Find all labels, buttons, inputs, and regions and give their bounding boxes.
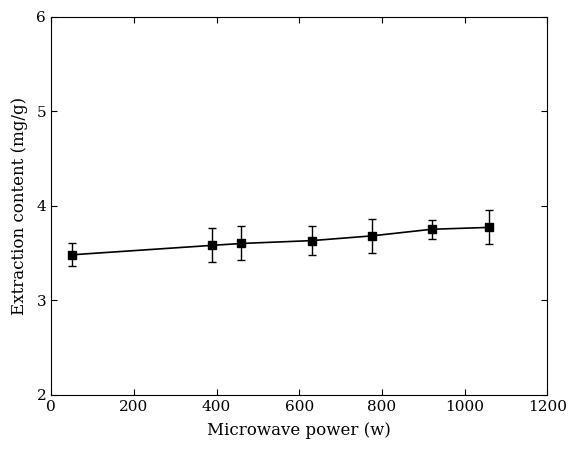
X-axis label: Microwave power (w): Microwave power (w) [208, 422, 391, 439]
Y-axis label: Extraction content (mg/g): Extraction content (mg/g) [11, 97, 28, 315]
